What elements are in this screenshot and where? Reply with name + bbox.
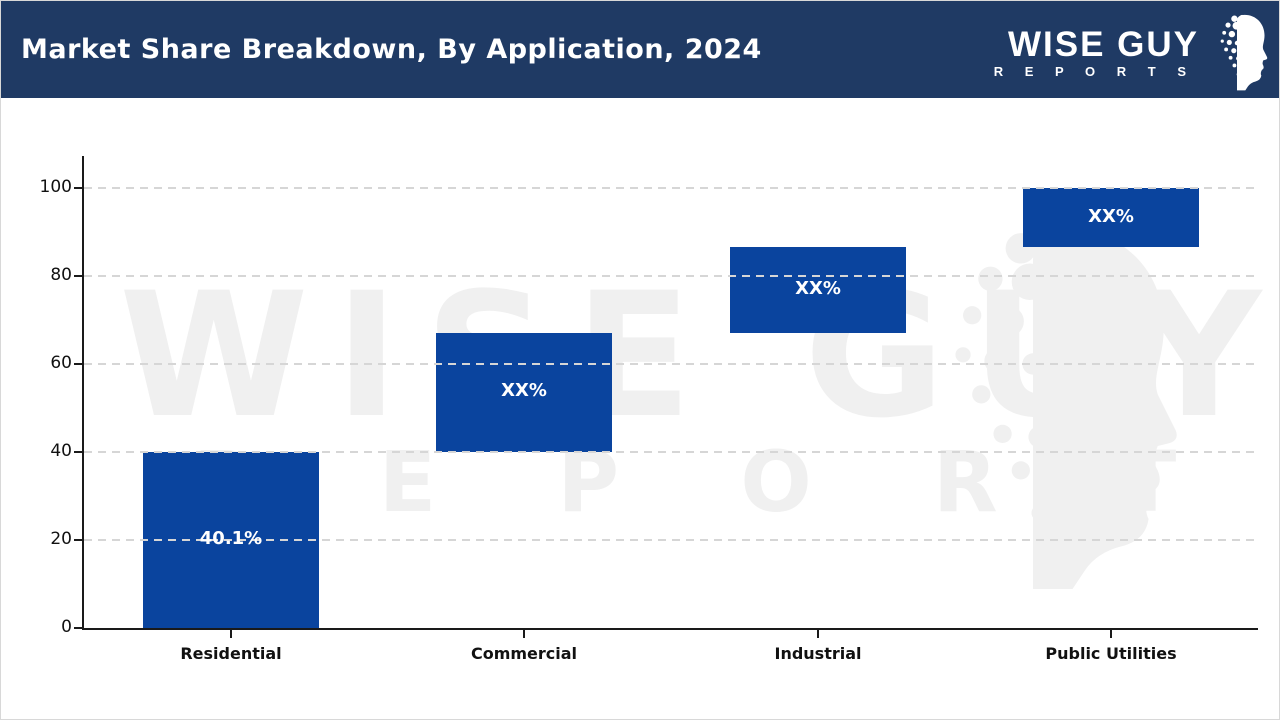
y-tick-label-20: 20 [50, 529, 72, 549]
x-tick-0 [230, 630, 232, 638]
chart-title: Market Share Breakdown, By Application, … [21, 34, 762, 65]
logo-reports-line: R E P O R T S [993, 64, 1195, 79]
y-tick-0 [74, 627, 82, 629]
bar-value-label: XX% [795, 278, 841, 300]
gridline-20 [84, 539, 1256, 541]
category-label-industrial: Industrial [774, 644, 862, 663]
bar-public-utilities [1023, 188, 1199, 248]
bar-value-label: 40.1% [199, 527, 263, 549]
y-tick-40 [74, 451, 82, 453]
gridline-100 [84, 187, 1256, 189]
gridline-80 [84, 275, 1256, 277]
y-tick-label-100: 100 [39, 177, 72, 197]
y-tick-100 [74, 187, 82, 189]
y-tick-label-80: 80 [50, 265, 72, 285]
y-tick-label-40: 40 [50, 441, 72, 461]
x-tick-3 [1110, 630, 1112, 638]
category-label-residential: Residential [180, 644, 282, 663]
wiseguy-logo: WISE GUY R E P O R T S [994, 5, 1271, 95]
watermark-face-icon [955, 230, 1177, 589]
y-tick-60 [74, 363, 82, 365]
y-tick-20 [74, 539, 82, 541]
bar-commercial [436, 332, 612, 452]
category-label-public-utilities: Public Utilities [1045, 644, 1177, 663]
header-bar: Market Share Breakdown, By Application, … [1, 1, 1279, 98]
y-tick-label-0: 0 [61, 617, 72, 637]
gridline-60 [84, 363, 1256, 365]
gridline-40 [84, 451, 1256, 453]
wiseguy-face-icon [1220, 14, 1268, 91]
x-axis-line [82, 628, 1258, 630]
plot-area: 0 20 40 60 80 100 40.1% Residential XX% Commercia… [40, 156, 1258, 663]
bar-industrial [730, 247, 906, 333]
x-tick-1 [523, 630, 525, 638]
logo-wordmark: WISE GUY [1007, 25, 1199, 64]
bar-value-label: XX% [501, 380, 547, 402]
bar-value-label: XX% [1088, 205, 1134, 227]
category-label-commercial: Commercial [470, 644, 578, 663]
watermark: WISE GUY R E P O R T S [1, 98, 1279, 719]
chart-area: WISE GUY R E P O R T S 0 20 40 60 80 100 40.1%… [1, 98, 1279, 719]
y-axis-line [82, 156, 84, 630]
x-tick-2 [817, 630, 819, 638]
y-tick-label-60: 60 [50, 353, 72, 373]
y-tick-80 [74, 275, 82, 277]
